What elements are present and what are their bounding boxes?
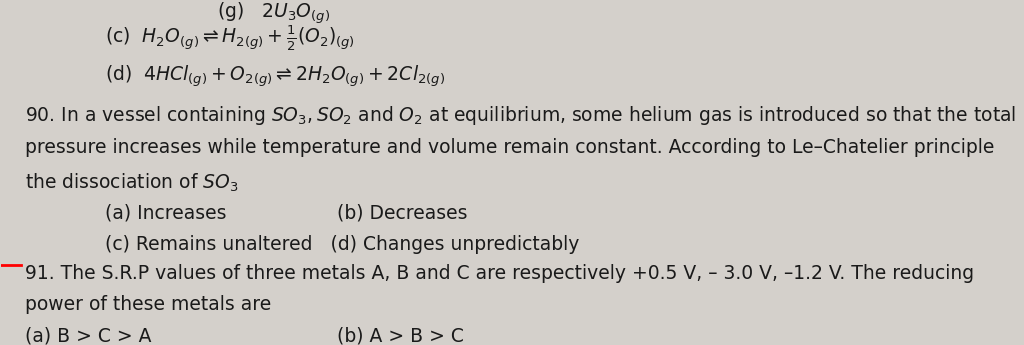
Text: the dissociation of $SO_3$: the dissociation of $SO_3$	[26, 172, 239, 195]
Text: (b) Decreases: (b) Decreases	[337, 204, 468, 223]
Text: power of these metals are: power of these metals are	[26, 295, 271, 314]
Text: (d)  $4HCl_{(g)} + O_{2(g)} \rightleftharpoons 2H_2O_{(g)} + 2Cl_{2(g)}$: (d) $4HCl_{(g)} + O_{2(g)} \rightlefthar…	[105, 63, 445, 89]
Text: (c) Remains unaltered   (d) Changes unpredictably: (c) Remains unaltered (d) Changes unpred…	[105, 235, 580, 254]
Text: (b) A > B > C: (b) A > B > C	[337, 327, 464, 345]
Text: 90. In a vessel containing $SO_3, SO_2$ and $O_2$ at equilibrium, some helium ga: 90. In a vessel containing $SO_3, SO_2$ …	[26, 104, 1017, 127]
Text: pressure increases while temperature and volume remain constant. According to Le: pressure increases while temperature and…	[26, 138, 994, 157]
Text: (a) Increases: (a) Increases	[105, 204, 227, 223]
Text: (c)  $H_2O_{(g)} \rightleftharpoons H_{2(g)} + \frac{1}{2}(O_2)_{(g)}$: (c) $H_2O_{(g)} \rightleftharpoons H_{2(…	[105, 23, 355, 53]
Text: (g)   $2U_3O_{(g)}$: (g) $2U_3O_{(g)}$	[217, 1, 331, 26]
Text: (a) B > C > A: (a) B > C > A	[26, 327, 152, 345]
Text: 91. The S.R.P values of three metals A, B and C are respectively +0.5 V, – 3.0 V: 91. The S.R.P values of three metals A, …	[26, 264, 975, 283]
